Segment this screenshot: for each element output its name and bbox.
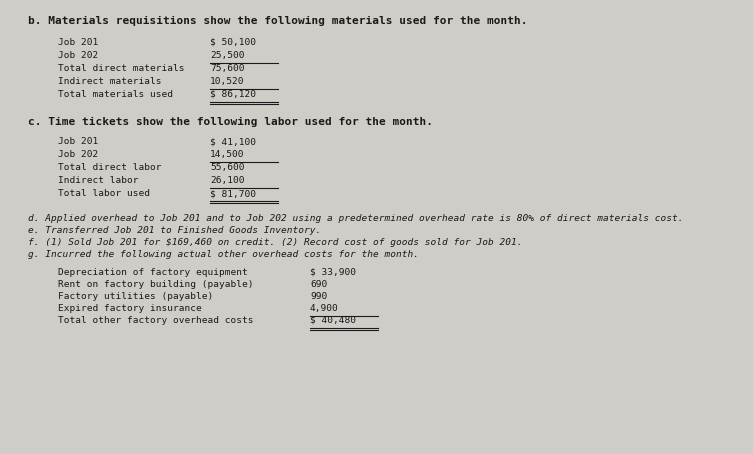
Text: $ 86,120: $ 86,120 — [210, 90, 256, 99]
Text: $ 81,700: $ 81,700 — [210, 189, 256, 198]
Text: c. Time tickets show the following labor used for the month.: c. Time tickets show the following labor… — [28, 117, 433, 127]
Text: 14,500: 14,500 — [210, 150, 245, 159]
Text: $ 40,480: $ 40,480 — [310, 316, 356, 325]
Text: 75,600: 75,600 — [210, 64, 245, 73]
Text: Indirect materials: Indirect materials — [58, 77, 161, 86]
Text: Total other factory overhead costs: Total other factory overhead costs — [58, 316, 254, 325]
Text: g. Incurred the following actual other overhead costs for the month.: g. Incurred the following actual other o… — [28, 250, 419, 259]
Text: Job 201: Job 201 — [58, 137, 98, 146]
Text: 690: 690 — [310, 280, 328, 289]
Text: $ 41,100: $ 41,100 — [210, 137, 256, 146]
Text: Depreciation of factory equipment: Depreciation of factory equipment — [58, 268, 248, 277]
Text: Job 201: Job 201 — [58, 38, 98, 47]
Text: $ 50,100: $ 50,100 — [210, 38, 256, 47]
Text: Total direct materials: Total direct materials — [58, 64, 184, 73]
Text: Total labor used: Total labor used — [58, 189, 150, 198]
Text: Total direct labor: Total direct labor — [58, 163, 161, 172]
Text: f. (1) Sold Job 201 for $169,460 on credit. (2) Record cost of goods sold for Jo: f. (1) Sold Job 201 for $169,460 on cred… — [28, 238, 523, 247]
Text: Indirect labor: Indirect labor — [58, 176, 139, 185]
Text: 4,900: 4,900 — [310, 304, 339, 313]
Text: 25,500: 25,500 — [210, 51, 245, 60]
Text: Rent on factory building (payable): Rent on factory building (payable) — [58, 280, 254, 289]
Text: 26,100: 26,100 — [210, 176, 245, 185]
Text: Job 202: Job 202 — [58, 51, 98, 60]
Text: Job 202: Job 202 — [58, 150, 98, 159]
Text: e. Transferred Job 201 to Finished Goods Inventory.: e. Transferred Job 201 to Finished Goods… — [28, 226, 322, 235]
Text: 10,520: 10,520 — [210, 77, 245, 86]
Text: Total materials used: Total materials used — [58, 90, 173, 99]
Text: d. Applied overhead to Job 201 and to Job 202 using a predetermined overhead rat: d. Applied overhead to Job 201 and to Jo… — [28, 214, 684, 223]
Text: Factory utilities (payable): Factory utilities (payable) — [58, 292, 213, 301]
Text: 990: 990 — [310, 292, 328, 301]
Text: b. Materials requisitions show the following materials used for the month.: b. Materials requisitions show the follo… — [28, 16, 528, 26]
Text: $ 33,900: $ 33,900 — [310, 268, 356, 277]
Text: 55,600: 55,600 — [210, 163, 245, 172]
Text: Expired factory insurance: Expired factory insurance — [58, 304, 202, 313]
